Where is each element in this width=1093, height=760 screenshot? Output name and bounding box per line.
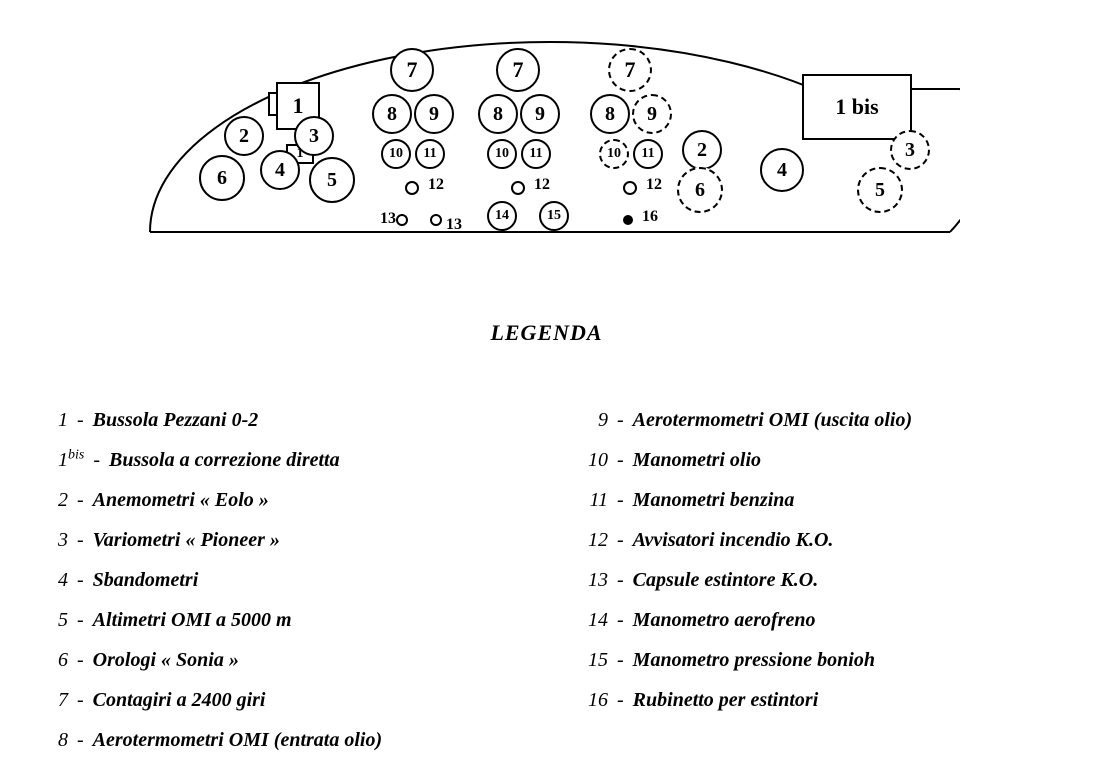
legend-item: 4 - Sbandometri xyxy=(40,560,520,600)
gauge-c1-8: 8 xyxy=(372,94,412,134)
gauge-c3-11: 11 xyxy=(633,139,663,169)
gauge-ext-label: 12 xyxy=(428,176,444,194)
gauge-c3-8: 8 xyxy=(590,94,630,134)
gauge-c2-8: 8 xyxy=(478,94,518,134)
gauge-c1-12 xyxy=(405,181,419,195)
gauge-c1-7: 7 xyxy=(390,48,434,92)
legend-item: 7 - Contagiri a 2400 giri xyxy=(40,680,520,720)
gauge-l3: 3 xyxy=(294,116,334,156)
instrument-panel-diagram: 111 bis234567891011121313789101112141578… xyxy=(140,30,960,240)
gauge-c1-13a xyxy=(396,214,408,226)
legend-item: 3 - Variometri « Pioneer » xyxy=(40,520,520,560)
gauge-r6: 6 xyxy=(677,167,723,213)
gauge-c2-9: 9 xyxy=(520,94,560,134)
gauge-c3-12 xyxy=(623,181,637,195)
legend-item: 11 - Manometri benzina xyxy=(580,480,1050,520)
legend-item: 2 - Anemometri « Eolo » xyxy=(40,480,520,520)
gauge-c3-7: 7 xyxy=(608,48,652,92)
gauge-c2-15: 15 xyxy=(539,201,569,231)
legend-item: 14 - Manometro aerofreno xyxy=(580,600,1050,640)
legend-item: 6 - Orologi « Sonia » xyxy=(40,640,520,680)
legend-column-right: 9 - Aerotermometri OMI (uscita olio)10 -… xyxy=(580,400,1050,760)
gauge-c1-13b xyxy=(430,214,442,226)
legend-item: 9 - Aerotermometri OMI (uscita olio) xyxy=(580,400,1050,440)
legend-columns: 1 - Bussola Pezzani 0-21bis - Bussola a … xyxy=(40,400,1050,760)
legend-item: 1bis - Bussola a correzione diretta xyxy=(40,440,520,480)
gauge-l6: 6 xyxy=(199,155,245,201)
gauge-c2-12 xyxy=(511,181,525,195)
gauge-c3-10: 10 xyxy=(599,139,629,169)
gauge-l2: 2 xyxy=(224,116,264,156)
legend-item: 12 - Avvisatori incendio K.O. xyxy=(580,520,1050,560)
gauge-ext-label: 13 xyxy=(380,210,396,228)
legend-item: 5 - Altimetri OMI a 5000 m xyxy=(40,600,520,640)
gauge-c1-9: 9 xyxy=(414,94,454,134)
gauge-c2-14: 14 xyxy=(487,201,517,231)
gauge-c3-16 xyxy=(623,215,633,225)
gauge-c3-9: 9 xyxy=(632,94,672,134)
gauge-r3: 3 xyxy=(890,130,930,170)
legend-item: 15 - Manometro pressione bonioh xyxy=(580,640,1050,680)
legend-title: LEGENDA xyxy=(0,320,1093,346)
gauge-r5: 5 xyxy=(857,167,903,213)
legend-item: 13 - Capsule estintore K.O. xyxy=(580,560,1050,600)
gauge-l5: 5 xyxy=(309,157,355,203)
gauge-ext-label: 13 xyxy=(446,216,462,234)
gauge-c2-7: 7 xyxy=(496,48,540,92)
gauge-ext-label: 16 xyxy=(642,208,658,226)
panel-box: 1 bis xyxy=(802,74,912,140)
legend-item: 1 - Bussola Pezzani 0-2 xyxy=(40,400,520,440)
legend-column-left: 1 - Bussola Pezzani 0-21bis - Bussola a … xyxy=(40,400,520,760)
gauge-c2-10: 10 xyxy=(487,139,517,169)
gauge-c2-11: 11 xyxy=(521,139,551,169)
gauge-c1-11: 11 xyxy=(415,139,445,169)
gauge-r4: 4 xyxy=(760,148,804,192)
legend-item: 16 - Rubinetto per estintori xyxy=(580,680,1050,720)
legend-item: 8 - Aerotermometri OMI (entrata olio) xyxy=(40,720,520,760)
gauge-ext-label: 12 xyxy=(534,176,550,194)
gauge-ext-label: 12 xyxy=(646,176,662,194)
gauge-l4: 4 xyxy=(260,150,300,190)
gauge-r2: 2 xyxy=(682,130,722,170)
legend-item: 10 - Manometri olio xyxy=(580,440,1050,480)
gauge-c1-10: 10 xyxy=(381,139,411,169)
